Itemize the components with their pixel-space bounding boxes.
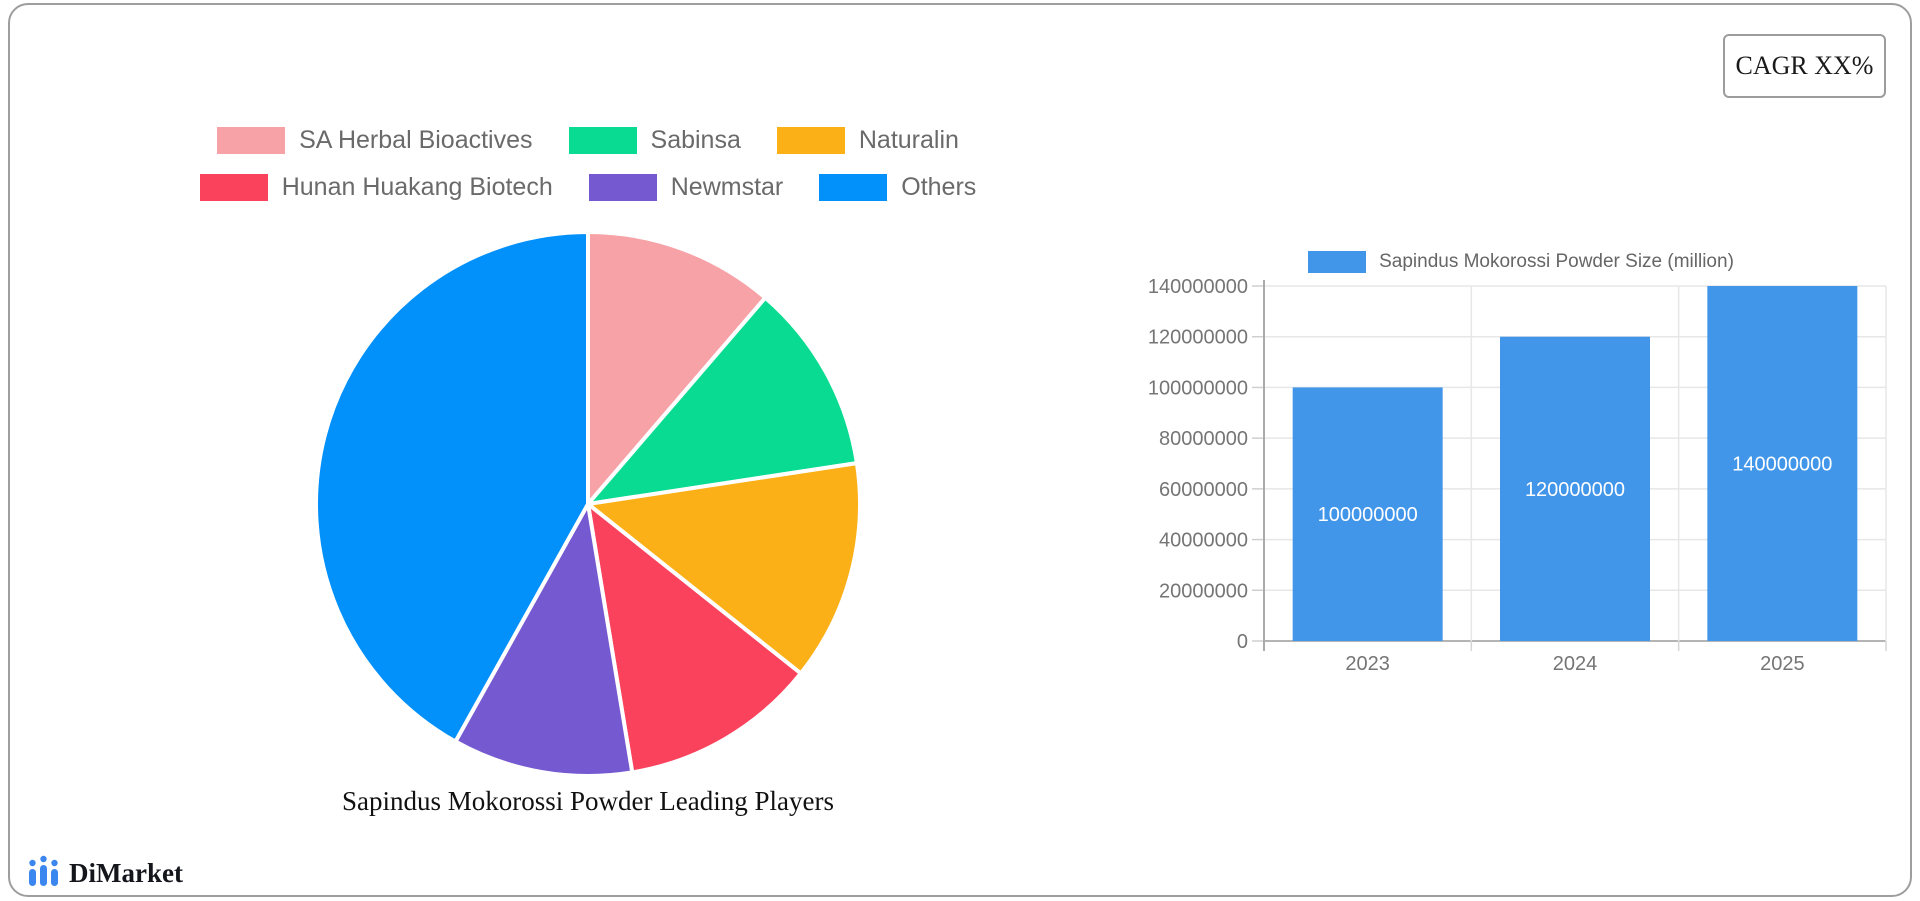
legend-item-label: Sabinsa	[650, 126, 741, 154]
bar-series-label: Sapindus Mokorossi Powder Size (million)	[1379, 251, 1734, 272]
legend-item-label: SA Herbal Bioactives	[299, 126, 533, 154]
legend-color-swatch	[217, 127, 286, 154]
bar-chart-svg: 0 20000000 40000000 60000000 80000000 1000000…	[1148, 276, 1887, 675]
y-axis-tick-label: 20000000	[1159, 580, 1248, 602]
bar-value-label: 140000000	[1732, 454, 1832, 476]
legend-item-label: Others	[901, 173, 977, 201]
pie-slice-sabinsa[interactable]	[586, 295, 859, 506]
pie-legend-item-newmstar[interactable]: Newmstar	[588, 173, 784, 202]
y-axis-tick-label: 140000000	[1148, 276, 1248, 298]
cagr-badge: CAGR XX%	[1723, 34, 1886, 98]
brand-logo: DiMarket	[28, 851, 183, 889]
pie-legend-item-sabinsa[interactable]: Sabinsa	[568, 126, 741, 155]
bar-2025[interactable]	[1707, 286, 1858, 641]
y-axis-tick-label: 100000000	[1148, 377, 1248, 399]
pie-slice-sa-herbal-bioactives[interactable]	[586, 230, 768, 506]
y-axis-tick-label: 120000000	[1148, 327, 1248, 349]
pie-legend-item-sa-herbal-bioactives[interactable]: SA Herbal Bioactives	[217, 126, 533, 155]
cagr-label: CAGR XX%	[1735, 51, 1874, 80]
y-axis-tick-label: 60000000	[1159, 479, 1248, 501]
bar-value-label: 100000000	[1318, 504, 1418, 526]
legend-color-swatch	[199, 174, 268, 201]
y-axis-tick-label: 80000000	[1159, 428, 1248, 450]
pie-slice-newmstar[interactable]	[453, 502, 635, 778]
legend-item-label: Hunan Huakang Biotech	[281, 173, 553, 201]
pie-chart	[308, 224, 868, 784]
pie-slice-hunan-huakang-biotech[interactable]	[586, 502, 803, 775]
bar-chart: 0 20000000 40000000 60000000 80000000 1000000…	[1140, 272, 1910, 692]
pie-legend-item-others[interactable]: Others	[819, 173, 976, 202]
y-axis-tick-label: 40000000	[1159, 530, 1248, 552]
legend-color-swatch	[776, 127, 845, 154]
pie-legend-item-hunan-huakang-biotech[interactable]: Hunan Huakang Biotech	[199, 173, 553, 202]
bar-series-swatch	[1308, 251, 1367, 273]
bar-value-label: 120000000	[1525, 479, 1625, 501]
legend-color-swatch	[819, 174, 888, 201]
bar-2024[interactable]	[1500, 336, 1650, 641]
bar-2023[interactable]	[1292, 387, 1443, 641]
legend-item-label: Naturalin	[858, 126, 959, 154]
y-axis-tick-label: 0	[1237, 631, 1248, 653]
x-axis-tick-label: 2025	[1760, 653, 1805, 675]
bar-legend[interactable]: Sapindus Mokorossi Powder Size (million)	[1141, 251, 1901, 273]
pie-legend-item-naturalin[interactable]: Naturalin	[776, 126, 959, 155]
pie-chart-svg	[314, 230, 862, 778]
brand-logo-text: DiMarket	[69, 858, 183, 888]
pie-chart-title: Sapindus Mokorossi Powder Leading Player…	[342, 786, 834, 816]
pie-legend-row-1: SA Herbal Bioactives Sabinsa Naturalin	[108, 126, 1068, 155]
legend-color-swatch	[568, 127, 637, 154]
legend-color-swatch	[588, 174, 657, 201]
x-axis-tick-label: 2023	[1345, 653, 1390, 675]
pie-legend-row-2: Hunan Huakang Biotech Newmstar Others	[108, 173, 1068, 202]
x-axis-tick-label: 2024	[1553, 653, 1598, 675]
bar-chart-logo-icon	[29, 855, 58, 886]
pie-slice-others[interactable]	[314, 230, 590, 744]
pie-legend: SA Herbal Bioactives Sabinsa Naturalin Hun…	[108, 126, 1068, 220]
pie-slice-naturalin[interactable]	[586, 461, 862, 676]
legend-item-label: Newmstar	[670, 173, 784, 201]
